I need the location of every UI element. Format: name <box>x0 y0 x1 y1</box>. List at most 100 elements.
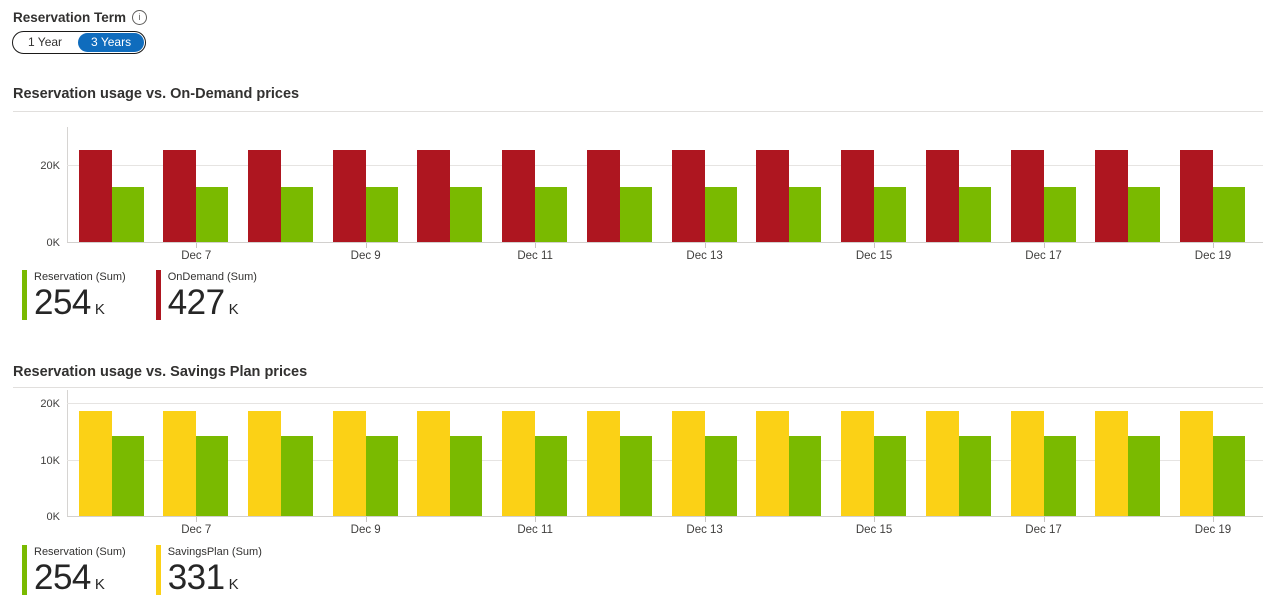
ondemand-bar[interactable] <box>841 149 875 242</box>
reservation-bar[interactable] <box>1128 187 1161 242</box>
reservation-term-label: Reservation Term i <box>13 10 148 25</box>
reservation-bar[interactable] <box>1212 435 1245 516</box>
legend-value: 254 K <box>34 283 105 322</box>
reservation-bar[interactable] <box>450 435 483 516</box>
reservation-bar[interactable] <box>619 435 652 516</box>
reservation-bar[interactable] <box>704 435 737 516</box>
legend-label: Reservation (Sum) <box>34 271 126 283</box>
x-axis-tick <box>1212 517 1214 522</box>
ondemand-bar[interactable] <box>332 149 366 242</box>
reservation-bar[interactable] <box>789 435 822 516</box>
legend-item-savingsplan: SavingsPlan (Sum) 331 K <box>155 545 262 595</box>
savingsplan-bar[interactable] <box>332 411 366 516</box>
reservation-bar[interactable] <box>111 187 144 242</box>
savingsplan-bar[interactable] <box>671 411 705 516</box>
toggle-option-3-years[interactable]: 3 Years <box>78 33 145 52</box>
x-axis-tick-label: Dec 7 <box>181 524 212 536</box>
savingsplan-bar[interactable] <box>756 411 790 516</box>
savingsplan-chart-legend: Reservation (Sum) 254 K SavingsPlan (Sum)… <box>22 545 262 595</box>
ondemand-bar[interactable] <box>502 149 536 242</box>
savingsplan-bar[interactable] <box>1010 411 1044 516</box>
chart-title-savingsplan: Reservation usage vs. Savings Plan price… <box>13 364 308 380</box>
ondemand-bar[interactable] <box>756 149 790 242</box>
reservation-bar[interactable] <box>789 187 822 242</box>
gridline <box>67 459 1263 461</box>
ondemand-bar[interactable] <box>163 149 197 242</box>
savingsplan-bar[interactable] <box>1179 411 1213 516</box>
ondemand-bar[interactable] <box>247 149 281 242</box>
divider <box>13 111 1263 112</box>
x-axis-tick <box>365 517 367 522</box>
ondemand-swatch <box>155 270 161 320</box>
ondemand-bar[interactable] <box>925 149 959 242</box>
savingsplan-bar[interactable] <box>1095 411 1129 516</box>
gridline <box>67 164 1263 166</box>
savingsplan-bar[interactable] <box>502 411 536 516</box>
y-axis-tick-label: 10K <box>40 454 60 467</box>
ondemand-bar[interactable] <box>586 149 620 242</box>
toggle-option-1-year[interactable]: 1 Year <box>13 32 77 53</box>
savingsplan-chart-section: Reservation usage vs. Savings Plan price… <box>0 364 1263 606</box>
reservation-bar[interactable] <box>704 187 737 242</box>
legend-label: SavingsPlan (Sum) <box>167 546 262 558</box>
reservation-bar[interactable] <box>1043 435 1076 516</box>
reservation-swatch <box>22 270 27 320</box>
reservation-bar[interactable] <box>619 187 652 242</box>
x-axis-tick-label: Dec 19 <box>1194 524 1232 536</box>
chart-title-ondemand: Reservation usage vs. On-Demand prices <box>13 86 300 102</box>
y-axis-tick-label: 0K <box>46 237 60 249</box>
reservation-bar[interactable] <box>365 435 398 516</box>
ondemand-chart-section: Reservation usage vs. On-Demand prices 2… <box>0 86 1263 342</box>
savingsplan-bar[interactable] <box>925 411 959 516</box>
x-axis-tick <box>1043 517 1045 522</box>
reservation-term-label-text: Reservation Term <box>13 10 127 25</box>
reservation-bar[interactable] <box>196 187 229 242</box>
ondemand-bar[interactable] <box>1010 149 1044 242</box>
legend-item-ondemand: OnDemand (Sum) 427 K <box>155 270 257 320</box>
savingsplan-bar[interactable] <box>417 411 451 516</box>
reservation-bar[interactable] <box>1128 435 1161 516</box>
x-axis-tick-label: Dec 9 <box>350 524 381 536</box>
reservation-bar[interactable] <box>196 435 229 516</box>
ondemand-bar[interactable] <box>1095 149 1129 242</box>
x-axis-tick-label: Dec 15 <box>855 250 893 262</box>
x-axis-tick <box>535 517 537 522</box>
x-axis-tick <box>874 517 876 522</box>
legend-item-reservation: Reservation (Sum) 254 K <box>22 545 126 595</box>
reservation-bar[interactable] <box>958 187 991 242</box>
reservation-bar[interactable] <box>535 435 568 516</box>
reservation-bar[interactable] <box>874 187 907 242</box>
ondemand-bar[interactable] <box>671 149 705 242</box>
info-icon[interactable]: i <box>132 10 148 25</box>
reservation-bar[interactable] <box>1043 187 1076 242</box>
x-axis-tick-label: Dec 19 <box>1194 250 1232 262</box>
x-axis-tick-label: Dec 9 <box>350 250 381 262</box>
savingsplan-bar[interactable] <box>841 411 875 516</box>
reservation-bar[interactable] <box>958 435 991 516</box>
reservation-bar[interactable] <box>280 187 313 242</box>
ondemand-bar[interactable] <box>1179 149 1213 242</box>
ondemand-bar[interactable] <box>417 149 451 242</box>
x-axis-tick <box>704 517 706 522</box>
reservation-bar[interactable] <box>1212 187 1245 242</box>
reservation-bar[interactable] <box>450 187 483 242</box>
x-axis-tick <box>196 517 198 522</box>
x-axis-tick <box>535 243 537 248</box>
x-axis-tick <box>365 243 367 248</box>
legend-item-reservation: Reservation (Sum) 254 K <box>22 270 126 320</box>
reservation-bar[interactable] <box>111 435 144 516</box>
x-axis-tick <box>874 243 876 248</box>
savingsplan-bar[interactable] <box>163 411 197 516</box>
reservation-bar[interactable] <box>874 435 907 516</box>
ondemand-bar[interactable] <box>78 149 112 242</box>
reservation-bar[interactable] <box>280 435 313 516</box>
gridline <box>67 403 1263 405</box>
reservation-bar[interactable] <box>535 187 568 242</box>
savingsplan-bar[interactable] <box>247 411 281 516</box>
savingsplan-bar[interactable] <box>586 411 620 516</box>
reservation-bar[interactable] <box>365 187 398 242</box>
y-axis-tick-label: 20K <box>40 159 60 172</box>
reservation-swatch <box>22 545 27 595</box>
savingsplan-bar[interactable] <box>78 411 112 516</box>
x-axis-tick <box>196 243 198 248</box>
